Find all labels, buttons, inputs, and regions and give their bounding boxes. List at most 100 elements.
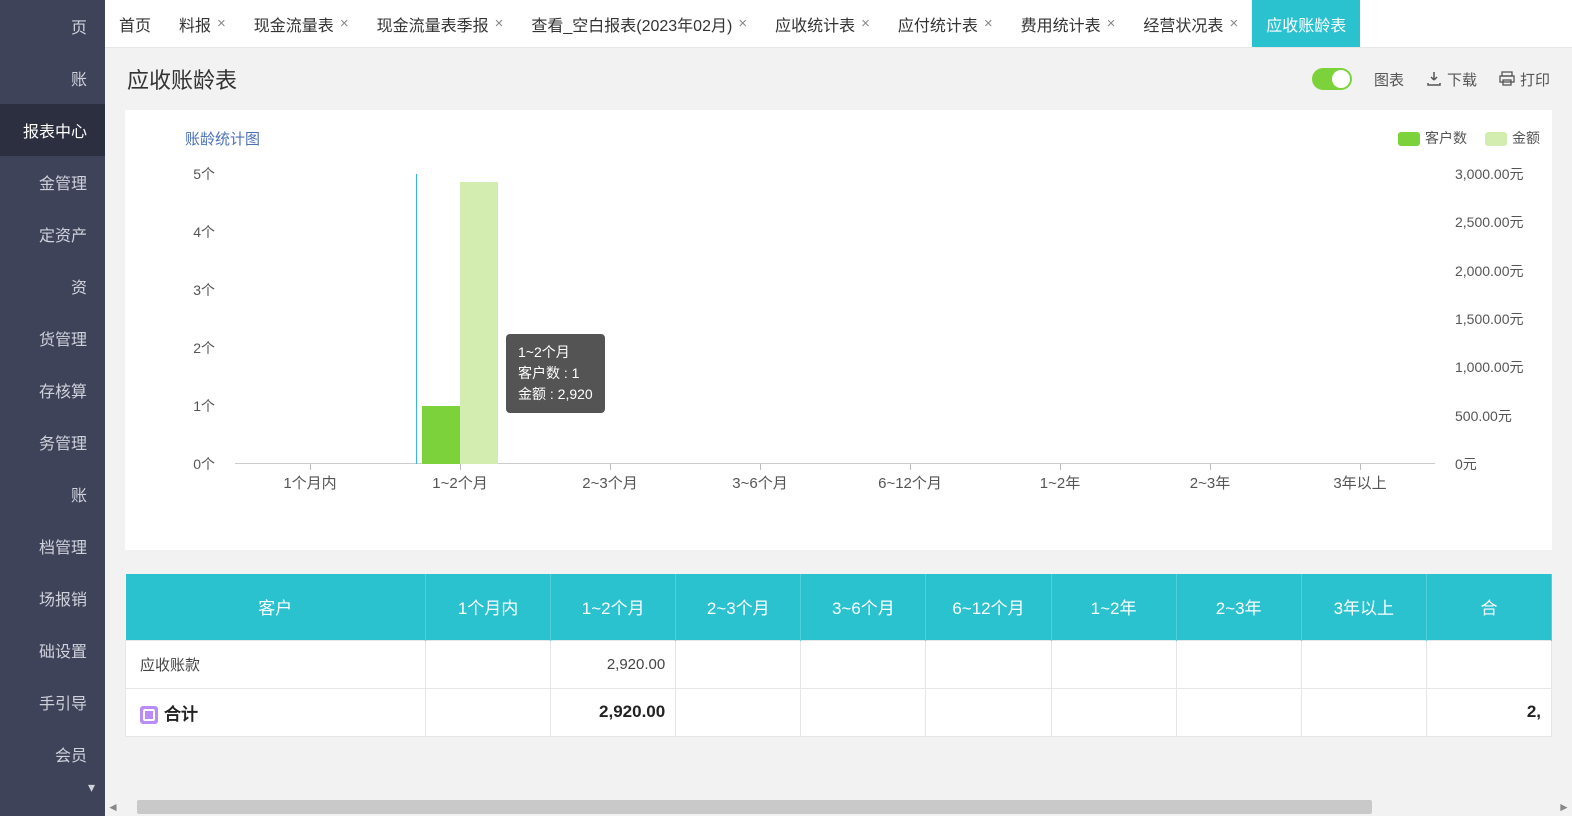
- tab-3[interactable]: 现金流量表季报×: [363, 0, 518, 47]
- y-left-tick: 0个: [193, 454, 215, 474]
- table-header: 2~3年: [1176, 574, 1301, 640]
- chart-crosshair: [416, 174, 417, 464]
- total-label: 合计: [126, 688, 426, 736]
- legend-swatch: [1485, 132, 1507, 146]
- total-cell: [801, 688, 926, 736]
- close-icon[interactable]: ×: [984, 15, 993, 32]
- legend-label: 客户数: [1425, 130, 1467, 146]
- sidebar-collapse-icon[interactable]: ▾: [88, 779, 95, 796]
- chart-legend: 客户数 金额: [1398, 128, 1540, 148]
- print-icon: [1499, 71, 1515, 87]
- sidebar-item-13[interactable]: 手引导: [0, 676, 105, 728]
- download-label: 下载: [1447, 69, 1477, 90]
- chart-toggle-label: 图表: [1374, 69, 1404, 90]
- table-header: 客户: [126, 574, 426, 640]
- tab-label: 料报: [179, 12, 211, 36]
- table-header: 3年以上: [1301, 574, 1426, 640]
- sidebar-item-11[interactable]: 场报销: [0, 572, 105, 624]
- tab-9[interactable]: 应收账龄表: [1252, 0, 1360, 47]
- sidebar-item-2[interactable]: 报表中心: [0, 104, 105, 156]
- sidebar-item-7[interactable]: 存核算: [0, 364, 105, 416]
- tab-8[interactable]: 经营状况表×: [1129, 0, 1252, 47]
- cell: [801, 640, 926, 688]
- legend-item-1[interactable]: 金额: [1485, 128, 1540, 148]
- x-label: 1~2个月: [432, 472, 487, 493]
- main: 首页料报×现金流量表×现金流量表季报×查看_空白报表(2023年02月)×应收统…: [105, 0, 1572, 816]
- chart-toggle[interactable]: [1312, 68, 1352, 90]
- title-bar: 应收账龄表 图表 下载 打印: [105, 48, 1572, 110]
- close-icon[interactable]: ×: [861, 15, 870, 32]
- close-icon[interactable]: ×: [217, 15, 226, 32]
- tab-0[interactable]: 首页: [105, 0, 165, 47]
- cell: [1301, 640, 1426, 688]
- legend-swatch: [1398, 132, 1420, 146]
- y-right-tick: 3,000.00元: [1455, 164, 1524, 184]
- tab-label: 应收账龄表: [1266, 12, 1346, 36]
- close-icon[interactable]: ×: [1229, 15, 1238, 32]
- tab-5[interactable]: 应收统计表 ×: [761, 0, 884, 47]
- y-left-tick: 5个: [193, 164, 215, 184]
- table-header: 2~3个月: [676, 574, 801, 640]
- bar-amount-1[interactable]: [460, 182, 498, 464]
- sidebar-item-3[interactable]: 金管理: [0, 156, 105, 208]
- sidebar-item-12[interactable]: 础设置: [0, 624, 105, 676]
- x-label: 2~3个月: [582, 472, 637, 493]
- table-header: 3~6个月: [801, 574, 926, 640]
- table-total-row: 合计2,920.002,: [126, 688, 1552, 736]
- x-label: 2~3年: [1190, 472, 1230, 493]
- chart-plot: 1~2个月客户数 : 1金额 : 2,920 0个1个2个3个4个5个 0元50…: [235, 174, 1435, 494]
- y-left-tick: 4个: [193, 222, 215, 242]
- cell: [1051, 640, 1176, 688]
- total-cell: 2,: [1426, 688, 1551, 736]
- y-left-tick: 3个: [193, 280, 215, 300]
- sidebar-item-4[interactable]: 定资产: [0, 208, 105, 260]
- close-icon[interactable]: ×: [340, 15, 349, 32]
- tab-1[interactable]: 料报 ×: [165, 0, 240, 47]
- x-label: 3~6个月: [732, 472, 787, 493]
- x-tick: [460, 464, 461, 470]
- tooltip-line: 客户数 : 1: [518, 363, 593, 384]
- row-label: 应收账款: [126, 640, 426, 688]
- tab-label: 费用统计表: [1021, 12, 1101, 36]
- horizontal-scrollbar[interactable]: ◄ ►: [105, 798, 1572, 816]
- close-icon[interactable]: ×: [495, 15, 504, 32]
- sidebar-item-14[interactable]: 会员: [0, 728, 105, 780]
- table-header: 6~12个月: [926, 574, 1051, 640]
- x-tick: [1060, 464, 1061, 470]
- close-icon[interactable]: ×: [738, 15, 747, 32]
- legend-item-0[interactable]: 客户数: [1398, 128, 1467, 148]
- y-right-tick: 2,000.00元: [1455, 261, 1524, 281]
- sidebar-item-10[interactable]: 档管理: [0, 520, 105, 572]
- sidebar-item-9[interactable]: 账: [0, 468, 105, 520]
- sidebar-item-0[interactable]: 页: [0, 0, 105, 52]
- tab-label: 应收统计表: [775, 12, 855, 36]
- sidebar-item-5[interactable]: 资: [0, 260, 105, 312]
- x-tick: [760, 464, 761, 470]
- y-left-tick: 2个: [193, 338, 215, 358]
- download-icon: [1426, 71, 1442, 87]
- tooltip-line: 金额 : 2,920: [518, 384, 593, 405]
- sidebar-item-8[interactable]: 务管理: [0, 416, 105, 468]
- print-label: 打印: [1520, 69, 1550, 90]
- cell: [926, 640, 1051, 688]
- tab-4[interactable]: 查看_空白报表(2023年02月)×: [517, 0, 761, 47]
- tooltip-title: 1~2个月: [518, 342, 593, 363]
- sidebar-item-1[interactable]: 账: [0, 52, 105, 104]
- chart-card: 账龄统计图 客户数金额 1~2个月客户数 : 1金额 : 2,920 0个1个2…: [125, 110, 1552, 550]
- print-button[interactable]: 打印: [1499, 69, 1550, 90]
- download-button[interactable]: 下载: [1426, 69, 1477, 90]
- y-right-tick: 1,500.00元: [1455, 309, 1524, 329]
- tab-label: 现金流量表: [254, 12, 334, 36]
- sidebar-item-6[interactable]: 货管理: [0, 312, 105, 364]
- total-icon: [140, 706, 158, 724]
- y-right-tick: 0元: [1455, 454, 1477, 474]
- bar-customers-1[interactable]: [422, 406, 460, 464]
- table-row[interactable]: 应收账款 2,920.00: [126, 640, 1552, 688]
- tab-7[interactable]: 费用统计表 ×: [1007, 0, 1130, 47]
- y-right-tick: 2,500.00元: [1455, 212, 1524, 232]
- tab-6[interactable]: 应付统计表×: [884, 0, 1007, 47]
- sidebar: 页账报表中心金管理定资产资货管理存核算务管理账档管理场报销础设置手引导会员 ▾: [0, 0, 105, 816]
- cell: 2,920.00: [551, 640, 676, 688]
- tab-2[interactable]: 现金流量表 ×: [240, 0, 363, 47]
- close-icon[interactable]: ×: [1107, 15, 1116, 32]
